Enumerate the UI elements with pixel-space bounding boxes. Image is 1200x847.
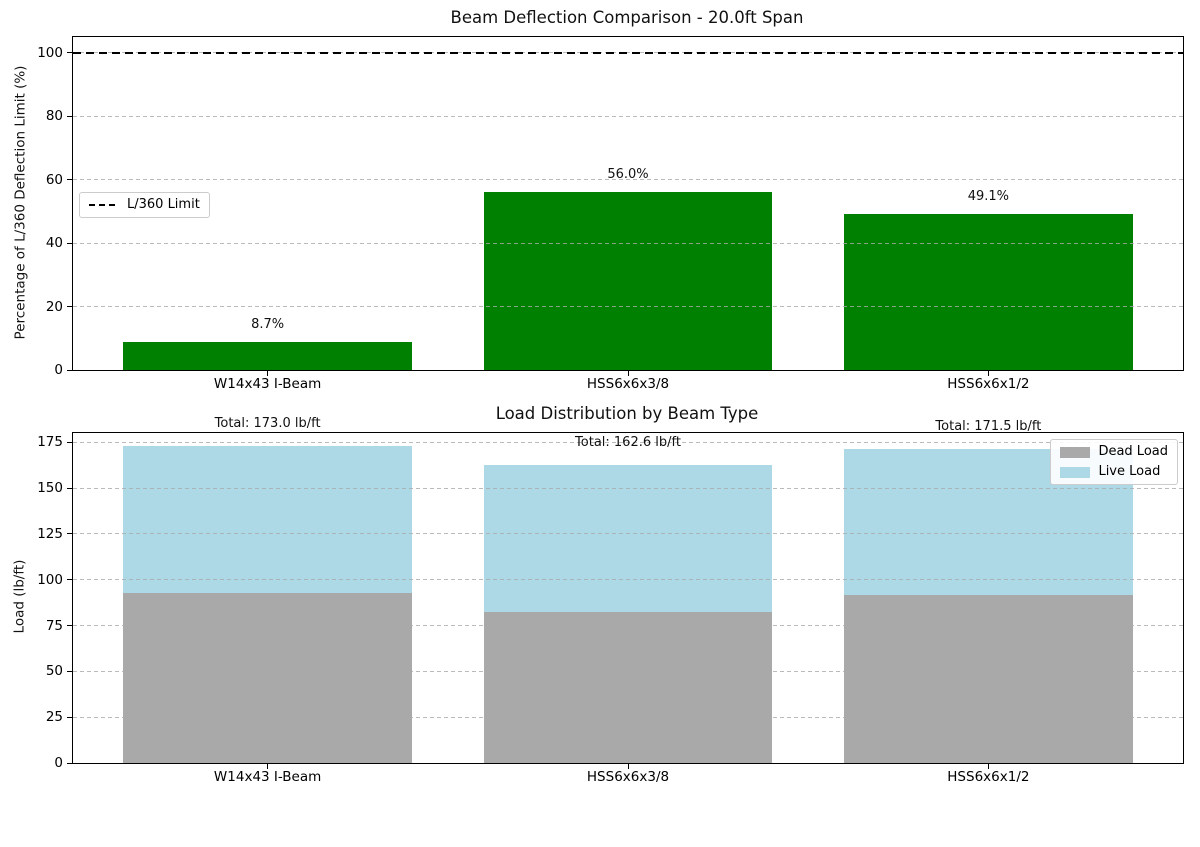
deflection-bar <box>123 342 412 370</box>
color-swatch-icon <box>1060 446 1091 458</box>
y-tick-mark <box>67 441 72 443</box>
gridline-y-80 <box>73 115 1183 117</box>
y-tick-mark <box>67 716 72 718</box>
bar-percentage-label: 8.7% <box>251 317 285 333</box>
y-tick-mark <box>67 579 72 581</box>
y-tick-label: 100 <box>37 44 63 61</box>
figure-canvas: Beam Deflection Comparison - 20.0ft Span… <box>11 8 1184 785</box>
y-tick-mark <box>67 487 72 489</box>
gridline-y-40 <box>73 242 1183 244</box>
deflection-bar <box>844 214 1133 370</box>
y-tick-mark <box>67 52 72 54</box>
x-tick-label: HSS6x6x1/2 <box>947 769 1030 785</box>
y-tick-label: 25 <box>45 709 63 726</box>
load-plot-area: 0 25 50 75 100 125 150 175 W14x43 I-Beam HSS6x6x3… <box>37 417 1184 785</box>
gridline-y-175 <box>73 441 1183 443</box>
y-tick-mark <box>67 625 72 626</box>
legend-box: Dead Load Live Load <box>1050 439 1178 485</box>
y-tick-mark <box>67 369 72 371</box>
y-tick-label: 150 <box>37 480 63 496</box>
y-tick-label: 175 <box>37 434 63 451</box>
y-tick-label: 0 <box>54 362 63 378</box>
y-tick-mark <box>67 306 72 308</box>
stacked-bar-segment-live-load <box>123 445 412 593</box>
stacked-bar-segment-dead-load <box>844 595 1133 763</box>
legend-entry-dead-load: Dead Load <box>1060 444 1168 460</box>
gridline-y-50 <box>73 670 1183 672</box>
deflection-bar <box>483 192 773 370</box>
y-tick-label: 40 <box>45 235 63 252</box>
total-load-label: Total: 171.5 lb/ft <box>935 418 1042 434</box>
gridline-y-125 <box>73 533 1183 535</box>
y-tick-label: 75 <box>45 617 63 634</box>
x-tick-label: W14x43 I-Beam <box>213 376 322 392</box>
x-tick-mark <box>987 371 989 376</box>
x-tick-label: HSS6x6x3/8 <box>586 769 670 785</box>
y-tick-label: 60 <box>45 171 63 188</box>
gridline-y-150 <box>73 487 1183 489</box>
y-tick-label: 50 <box>45 663 63 680</box>
x-tick-mark <box>267 764 269 769</box>
deflection-plot-area: 0 20 40 60 80 100 W14x43 I-Beam HSS6x6x3/8 HSS6x… <box>37 36 1184 392</box>
y-tick-label: 125 <box>37 525 63 542</box>
y-tick-mark <box>67 762 72 764</box>
color-swatch-icon <box>1060 466 1091 478</box>
reference-line-l360-limit <box>73 51 1183 54</box>
dashed-line-key-icon <box>89 203 119 206</box>
deflection-chart-title: Beam Deflection Comparison - 20.0ft Span <box>450 8 804 27</box>
legend-entry-l-360-limit: L/360 Limit <box>89 197 200 213</box>
y-tick-label: 20 <box>45 298 63 315</box>
gridline-y-20 <box>73 306 1183 308</box>
y-tick-label: 100 <box>37 571 63 588</box>
x-tick-label: W14x43 I-Beam <box>213 769 322 785</box>
gridline-y-25 <box>73 716 1183 718</box>
load-y-axis-label: Load (lb/ft) <box>11 559 28 634</box>
x-tick-label: HSS6x6x1/2 <box>947 376 1030 392</box>
legend-label: Live Load <box>1098 464 1161 479</box>
legend-label: Dead Load <box>1098 444 1168 459</box>
bar-percentage-label: 56.0% <box>607 167 649 183</box>
gridline-y-60 <box>73 179 1183 181</box>
legend-entry-live-load: Live Load <box>1060 464 1160 480</box>
y-tick-mark <box>67 670 72 672</box>
y-tick-label: 80 <box>45 108 63 125</box>
x-tick-label: HSS6x6x3/8 <box>586 376 670 392</box>
y-tick-label: 0 <box>54 755 63 771</box>
x-tick-mark <box>987 764 989 769</box>
stacked-bar-segment-live-load <box>483 464 773 612</box>
y-tick-mark <box>67 533 72 535</box>
y-tick-mark <box>67 242 72 244</box>
stacked-bar-segment-dead-load <box>483 611 773 763</box>
y-tick-mark <box>67 115 72 117</box>
load-chart-title: Load Distribution by Beam Type <box>495 404 759 423</box>
gridline-y-100 <box>73 579 1183 581</box>
y-tick-mark <box>67 179 72 181</box>
stacked-bar-segment-dead-load <box>123 592 412 763</box>
legend-box: L/360 Limit <box>79 191 210 218</box>
x-tick-mark <box>627 764 629 769</box>
total-load-label: Total: 162.6 lb/ft <box>575 434 681 450</box>
legend-label: L/360 Limit <box>127 196 200 212</box>
bar-percentage-label: 49.1% <box>967 189 1010 205</box>
total-load-label: Total: 173.0 lb/ft <box>214 415 321 431</box>
x-tick-mark <box>267 371 269 376</box>
gridline-y-75 <box>73 625 1183 626</box>
x-tick-mark <box>627 371 629 376</box>
